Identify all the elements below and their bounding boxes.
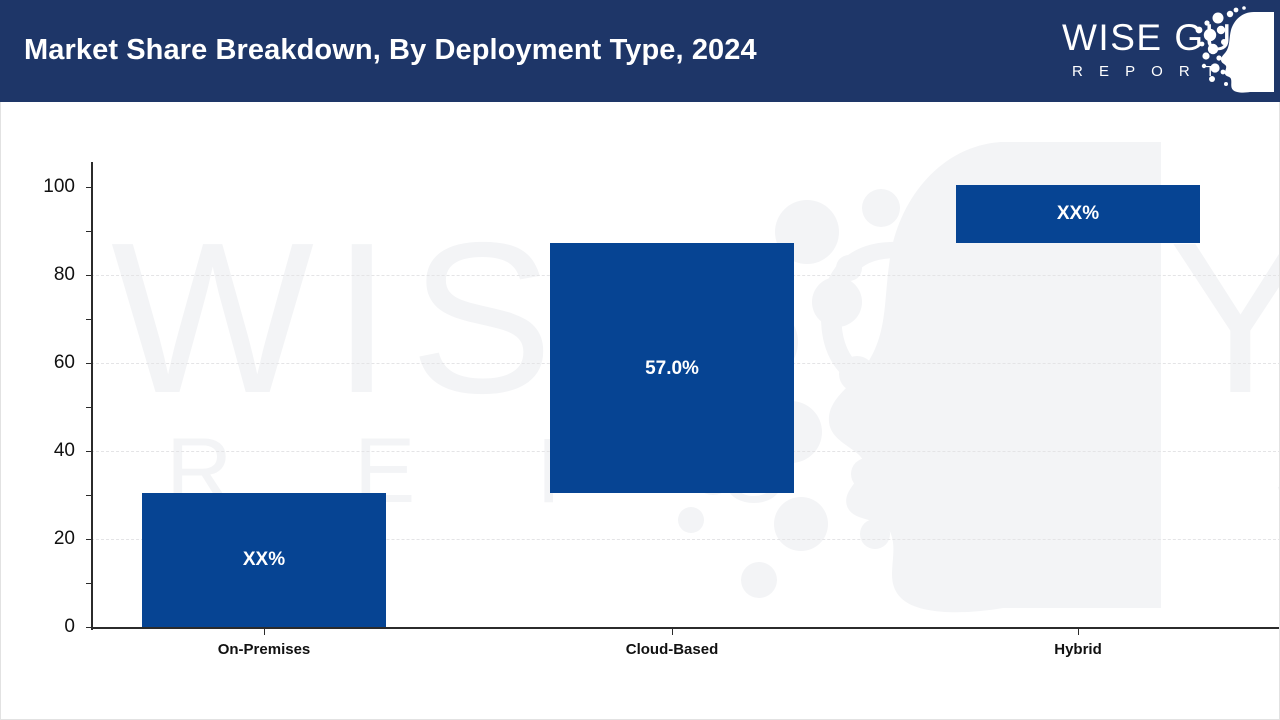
- x-tick-label-cloud-based: Cloud-Based: [625, 641, 719, 658]
- y-tick-mark-minor-5: [86, 231, 93, 232]
- page-title: Market Share Breakdown, By Deployment Ty…: [24, 34, 757, 66]
- y-tick-mark-20: [86, 539, 93, 540]
- y-tick-mark-minor-3: [86, 407, 93, 408]
- chart-header: Market Share Breakdown, By Deployment Ty…: [0, 0, 1280, 102]
- y-tick-label-60: 60: [53, 352, 75, 373]
- wise-guy-reports-logo: WISE GUY R E P O R T S: [1058, 6, 1274, 96]
- y-tick-mark-100: [86, 187, 93, 188]
- y-tick-mark-60: [86, 363, 93, 364]
- y-tick-mark-minor-2: [86, 495, 93, 496]
- y-axis-line: [86, 162, 93, 630]
- y-tick-label-100: 100: [43, 176, 75, 197]
- bar-cloud-based[interactable]: [550, 243, 794, 493]
- y-tick-mark-minor-4: [86, 319, 93, 320]
- bar-label-on-premises: XX%: [242, 549, 286, 570]
- y-tick-label-40: 40: [53, 440, 75, 461]
- svg-text:WISE GUY: WISE GUY: [1062, 17, 1259, 58]
- x-tick-label-on-premises: On-Premises: [217, 641, 311, 658]
- x-tick-mark-on-premises: [264, 627, 265, 635]
- x-axis-line: [91, 627, 1279, 629]
- svg-text:R E P O R T S: R E P O R T S: [1072, 63, 1247, 80]
- y-tick-mark-80: [86, 275, 93, 276]
- bar-on-premises[interactable]: [142, 493, 386, 627]
- y-tick-label-0: 0: [64, 616, 75, 637]
- y-tick-label-20: 20: [53, 528, 75, 549]
- y-tick-mark-minor-1: [86, 583, 93, 584]
- bar-label-cloud-based: 57.0%: [645, 358, 699, 379]
- bar-hybrid[interactable]: [956, 185, 1200, 243]
- x-tick-mark-hybrid: [1078, 627, 1079, 635]
- gridline-40: [91, 539, 1279, 540]
- bar-label-hybrid: XX%: [1056, 203, 1100, 224]
- chart-plot-container: WISE GUY R E P O R T S: [0, 102, 1280, 720]
- x-tick-mark-cloud-based: [672, 627, 673, 635]
- y-tick-mark-0: [86, 627, 93, 628]
- x-tick-label-hybrid: Hybrid: [1054, 641, 1102, 658]
- y-tick-label-80: 80: [53, 264, 75, 285]
- y-tick-mark-40: [86, 451, 93, 452]
